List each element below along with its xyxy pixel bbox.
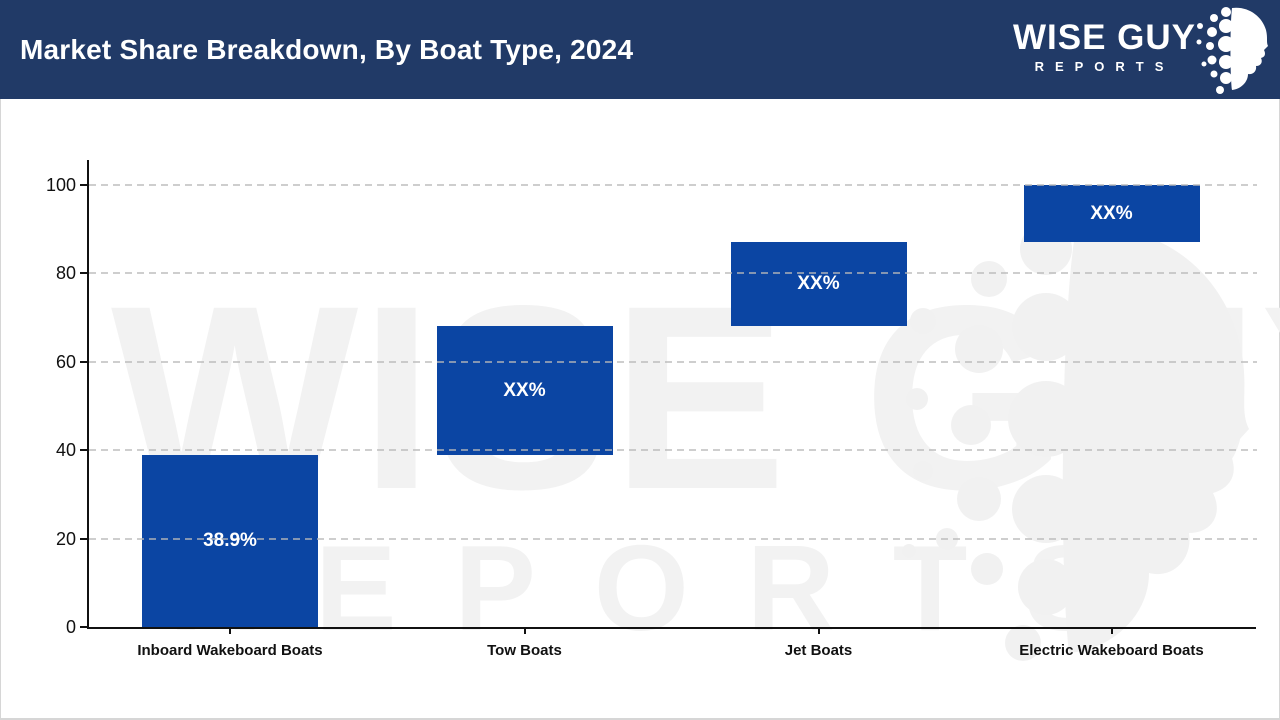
logo-wordmark: WISE GUY <box>1012 18 1196 57</box>
y-tick-mark <box>80 360 88 363</box>
bar-segment <box>436 326 613 456</box>
bar-segment <box>1023 185 1200 243</box>
y-tick-mark <box>80 626 88 628</box>
header-band: Market Share Breakdown, By Boat Type, 20… <box>0 0 1280 99</box>
x-tick-mark <box>1110 627 1113 634</box>
x-tick-mark <box>229 627 231 634</box>
wiseguy-head-icon <box>1196 7 1268 94</box>
bar-value-label: XX% <box>503 379 546 401</box>
wiseguy-logo: WISE GUY REPORTS <box>1013 0 1268 99</box>
y-axis-line <box>87 160 89 629</box>
gridline <box>89 272 1257 275</box>
y-tick-label: 20 <box>55 528 76 549</box>
gridline <box>89 449 1257 452</box>
x-tick-mark <box>817 627 820 634</box>
x-category-label: Electric Wakeboard Boats <box>1019 642 1204 659</box>
y-tick-label: 100 <box>45 175 76 195</box>
bar-value-label: XX% <box>797 273 840 295</box>
y-tick-mark <box>80 184 88 186</box>
gridline <box>89 184 1257 186</box>
x-category-label: Inboard Wakeboard Boats <box>137 642 323 659</box>
y-tick-label: 40 <box>55 440 76 461</box>
y-tick-label: 60 <box>55 351 76 372</box>
x-category-label: Tow Boats <box>487 642 562 659</box>
page-title: Market Share Breakdown, By Boat Type, 20… <box>20 33 634 65</box>
bar-segment <box>142 455 318 627</box>
bar-value-label: 38.9% <box>203 530 257 552</box>
bar-segment <box>730 242 907 327</box>
y-tick-mark <box>80 537 88 540</box>
y-tick-label: 0 <box>65 617 76 637</box>
gridline <box>89 360 1257 363</box>
logo-subtext: REPORTS <box>1034 59 1175 74</box>
x-category-label: Jet Boats <box>784 642 853 659</box>
y-tick-mark <box>80 449 88 452</box>
bar-value-label: XX% <box>1090 202 1133 224</box>
y-tick-mark <box>80 272 88 275</box>
y-tick-label: 80 <box>55 263 76 284</box>
x-axis-line <box>87 627 1256 629</box>
x-tick-mark <box>523 627 526 634</box>
gridline <box>89 537 1257 540</box>
